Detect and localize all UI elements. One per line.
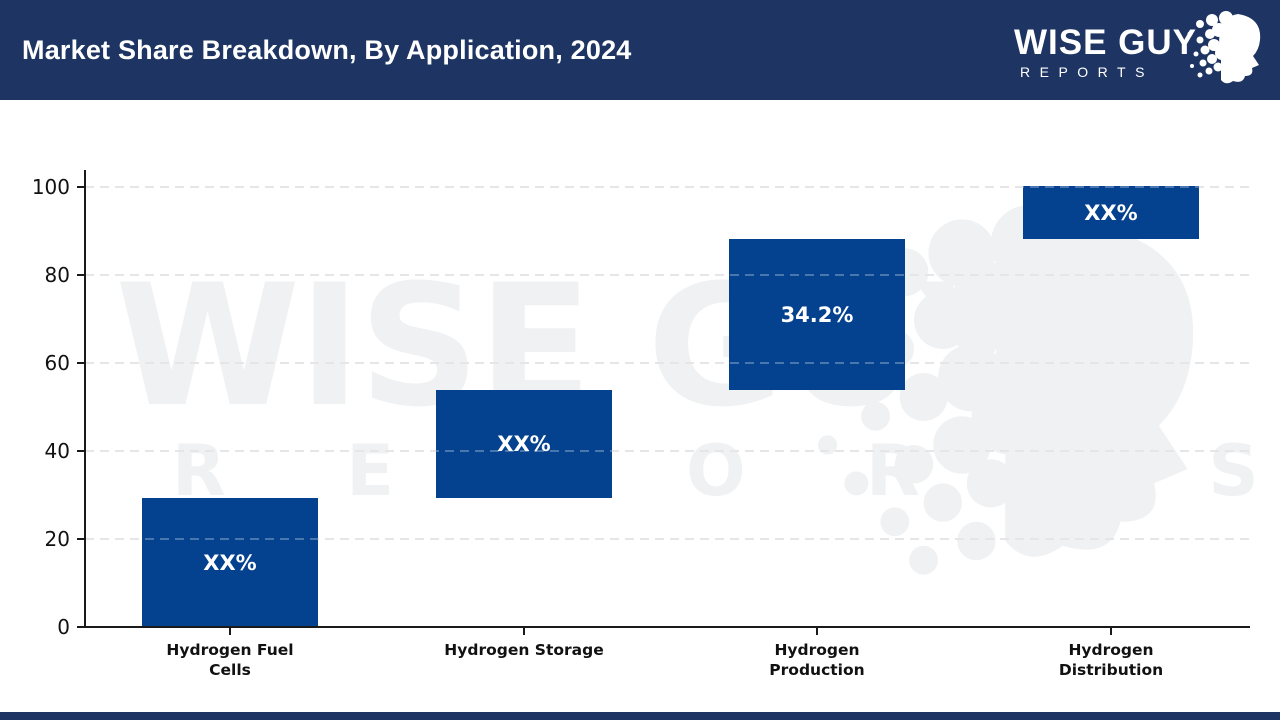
bar: XX% — [1023, 186, 1199, 240]
y-tick-label: 100 — [31, 175, 70, 199]
x-axis-line — [84, 626, 1250, 628]
gridline-overlay — [85, 450, 1250, 452]
category-label: Hydrogen Production — [707, 640, 927, 680]
y-axis-line — [84, 170, 86, 628]
gridline-overlay — [85, 274, 1250, 276]
gridline-overlay — [85, 538, 1250, 540]
category-label: Hydrogen Fuel Cells — [120, 640, 340, 680]
x-tick-mark — [229, 628, 231, 635]
y-tick-mark — [77, 626, 85, 628]
gridline — [85, 274, 1250, 276]
category-label-line: Hydrogen Fuel — [166, 641, 294, 659]
y-tick-label: 80 — [44, 263, 70, 287]
y-tick-label: 40 — [44, 439, 70, 463]
logo-wordmark: WISE GUY — [1014, 23, 1197, 62]
gridline — [85, 538, 1250, 540]
gridline — [85, 450, 1250, 452]
y-tick-label: 60 — [44, 351, 70, 375]
category-label-line: Cells — [209, 661, 251, 679]
logo-face-icon — [1187, 11, 1261, 84]
category-label: Hydrogen Distribution — [1001, 640, 1221, 680]
y-tick-mark — [77, 362, 85, 364]
bar-label: XX% — [497, 431, 551, 456]
page-title: Market Share Breakdown, By Application, … — [22, 34, 632, 65]
category-label: Hydrogen Storage — [414, 640, 634, 660]
gridline-overlay — [85, 186, 1250, 188]
bar-label: XX% — [203, 550, 257, 575]
logo-reports: REPORTS — [1020, 64, 1154, 80]
y-tick-label: 20 — [44, 527, 70, 551]
y-tick-label: 0 — [57, 615, 70, 639]
bar-label: XX% — [1084, 200, 1138, 225]
footer-bar — [0, 712, 1280, 720]
category-label-line: Production — [769, 661, 865, 679]
category-label-line: Hydrogen — [1068, 641, 1154, 659]
category-label-line: Hydrogen — [774, 641, 860, 659]
y-tick-mark — [77, 274, 85, 276]
bar: 34.2% — [729, 239, 905, 390]
x-tick-mark — [1110, 628, 1112, 635]
category-label-line: Distribution — [1058, 661, 1164, 679]
x-tick-mark — [816, 628, 818, 635]
bar: XX% — [436, 389, 612, 499]
category-label-line: Hydrogen Storage — [444, 641, 604, 659]
gridline-overlay — [85, 362, 1250, 364]
x-tick-mark — [523, 628, 525, 635]
y-tick-mark — [77, 186, 85, 188]
gridline — [85, 186, 1250, 188]
logo: WISE GUY REPORTS — [1014, 11, 1261, 84]
header: Market Share Breakdown, By Application, … — [0, 0, 1280, 100]
bar: XX% — [142, 498, 318, 627]
y-tick-mark — [77, 538, 85, 540]
bar-label: 34.2% — [780, 302, 854, 327]
y-tick-mark — [77, 450, 85, 452]
gridline — [85, 362, 1250, 364]
